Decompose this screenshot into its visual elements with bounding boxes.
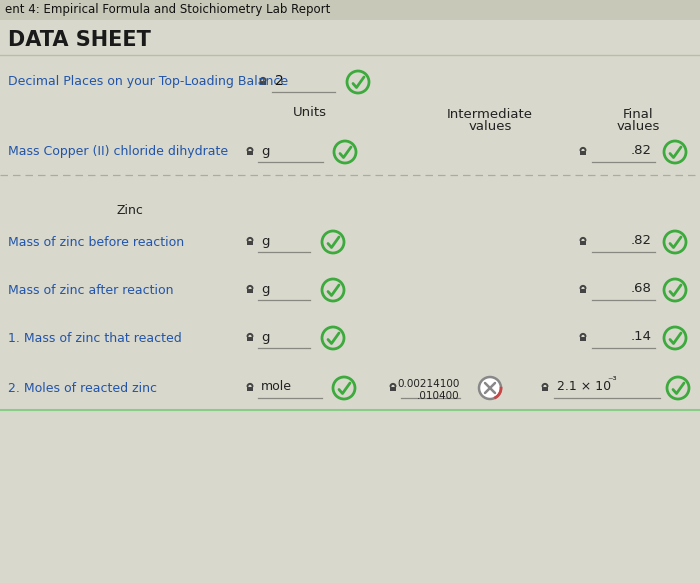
- Text: 2.1 × 10: 2.1 × 10: [557, 381, 611, 394]
- Text: Decimal Places on your Top-Loading Balance: Decimal Places on your Top-Loading Balan…: [8, 76, 288, 89]
- Bar: [580, 337, 586, 342]
- Text: g: g: [261, 234, 270, 248]
- Text: g: g: [261, 331, 270, 343]
- Circle shape: [479, 377, 501, 399]
- Bar: [390, 387, 396, 391]
- Bar: [247, 387, 253, 391]
- Bar: [580, 241, 586, 245]
- Text: Intermediate: Intermediate: [447, 108, 533, 121]
- Text: Mass Copper (II) chloride dihydrate: Mass Copper (II) chloride dihydrate: [8, 146, 228, 159]
- Bar: [247, 241, 253, 245]
- Text: ent 4: Empirical Formula and Stoichiometry Lab Report: ent 4: Empirical Formula and Stoichiomet…: [5, 3, 330, 16]
- Text: ⁻³: ⁻³: [607, 376, 617, 386]
- Text: mole: mole: [261, 381, 292, 394]
- Text: .82: .82: [631, 145, 652, 157]
- Text: DATA SHEET: DATA SHEET: [8, 30, 151, 50]
- Bar: [0, 0, 700, 20]
- Bar: [247, 151, 253, 156]
- Text: g: g: [261, 145, 270, 157]
- Text: values: values: [468, 121, 512, 134]
- Text: Mass of zinc before reaction: Mass of zinc before reaction: [8, 236, 184, 248]
- Text: g: g: [261, 283, 270, 296]
- Bar: [542, 387, 548, 391]
- Text: 0.00214100: 0.00214100: [398, 379, 460, 389]
- Text: 2. Moles of reacted zinc: 2. Moles of reacted zinc: [8, 381, 157, 395]
- Bar: [247, 289, 253, 293]
- Text: Final: Final: [623, 108, 653, 121]
- Text: 1. Mass of zinc that reacted: 1. Mass of zinc that reacted: [8, 332, 182, 345]
- Text: values: values: [616, 121, 659, 134]
- Bar: [247, 337, 253, 342]
- Text: Mass of zinc after reaction: Mass of zinc after reaction: [8, 283, 174, 297]
- Text: .68: .68: [631, 283, 652, 296]
- Text: .14: .14: [631, 331, 652, 343]
- Bar: [580, 151, 586, 156]
- Bar: [260, 80, 266, 86]
- Text: Zinc: Zinc: [117, 203, 144, 216]
- Text: .010400: .010400: [417, 391, 460, 401]
- Text: .82: .82: [631, 234, 652, 248]
- Text: 2: 2: [275, 74, 284, 88]
- Bar: [580, 289, 586, 293]
- Text: Units: Units: [293, 107, 327, 120]
